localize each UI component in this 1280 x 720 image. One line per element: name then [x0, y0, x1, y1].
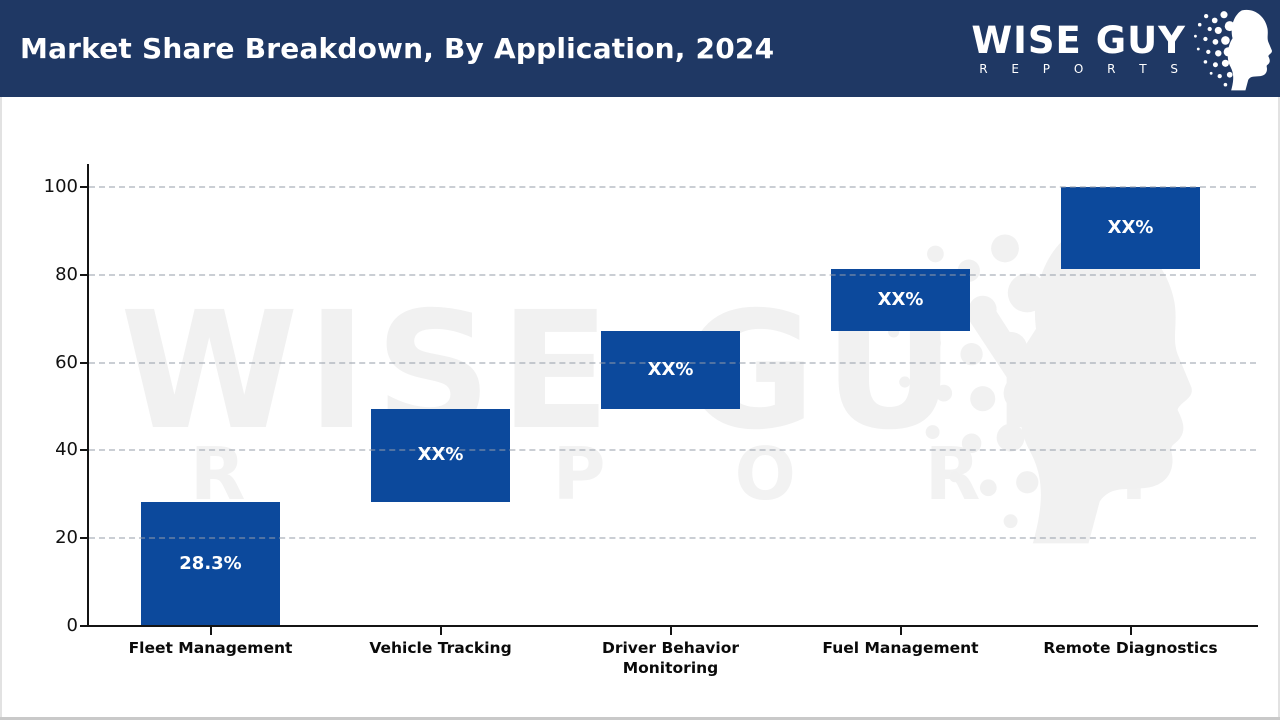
x-tick-mark: [209, 627, 212, 635]
y-tick-label: 60: [55, 351, 78, 373]
x-category-label: Vehicle Tracking: [369, 639, 512, 657]
x-category-label: Fleet Management: [128, 639, 293, 657]
bar-segment: [601, 330, 740, 409]
gridline: [89, 361, 1256, 364]
y-tick-label: 20: [55, 527, 78, 549]
logo-head-icon: [1194, 9, 1272, 91]
bar-value-label: XX%: [647, 358, 694, 380]
y-tick-mark: [80, 625, 88, 627]
y-tick-label: 100: [43, 176, 78, 197]
x-category-label: Fuel Management: [822, 639, 979, 657]
bar-value-label: 28.3%: [179, 552, 242, 574]
x-category-label: Remote Diagnostics: [1043, 639, 1218, 657]
gridline: [89, 186, 1256, 188]
y-tick-mark: [80, 537, 88, 540]
x-tick-mark: [439, 627, 442, 635]
bar-value-label: XX%: [417, 444, 464, 466]
y-tick-mark: [80, 186, 88, 188]
x-category-label: Driver Behavior Monitoring: [601, 639, 739, 677]
bar-value-label: XX%: [1107, 217, 1154, 239]
x-tick-mark: [899, 627, 902, 635]
x-axis-line: [87, 625, 1258, 627]
y-tick-mark: [80, 361, 88, 364]
wise-guy-logo: WISE GUY R E P O R T S: [969, 4, 1274, 94]
bar-segment: [371, 408, 510, 502]
y-tick-label: 0: [66, 615, 78, 636]
logo-wordmark: WISE GUY: [971, 19, 1186, 63]
gridline: [89, 273, 1256, 276]
gridline: [89, 537, 1256, 540]
gridline: [89, 449, 1256, 452]
y-tick-label: 80: [55, 263, 78, 285]
x-tick-mark: [1129, 627, 1132, 635]
y-tick-label: 40: [55, 439, 78, 461]
logo-subtext: R E P O R T S: [979, 61, 1188, 76]
y-tick-mark: [80, 449, 88, 452]
chart-title: Market Share Breakdown, By Application, …: [20, 32, 775, 65]
bar-value-label: XX%: [877, 289, 924, 311]
bar-segment: [141, 501, 280, 626]
y-axis-line: [87, 164, 89, 627]
y-tick-mark: [80, 273, 88, 276]
header-bar: Market Share Breakdown, By Application, …: [0, 0, 1280, 97]
x-tick-mark: [669, 627, 672, 635]
